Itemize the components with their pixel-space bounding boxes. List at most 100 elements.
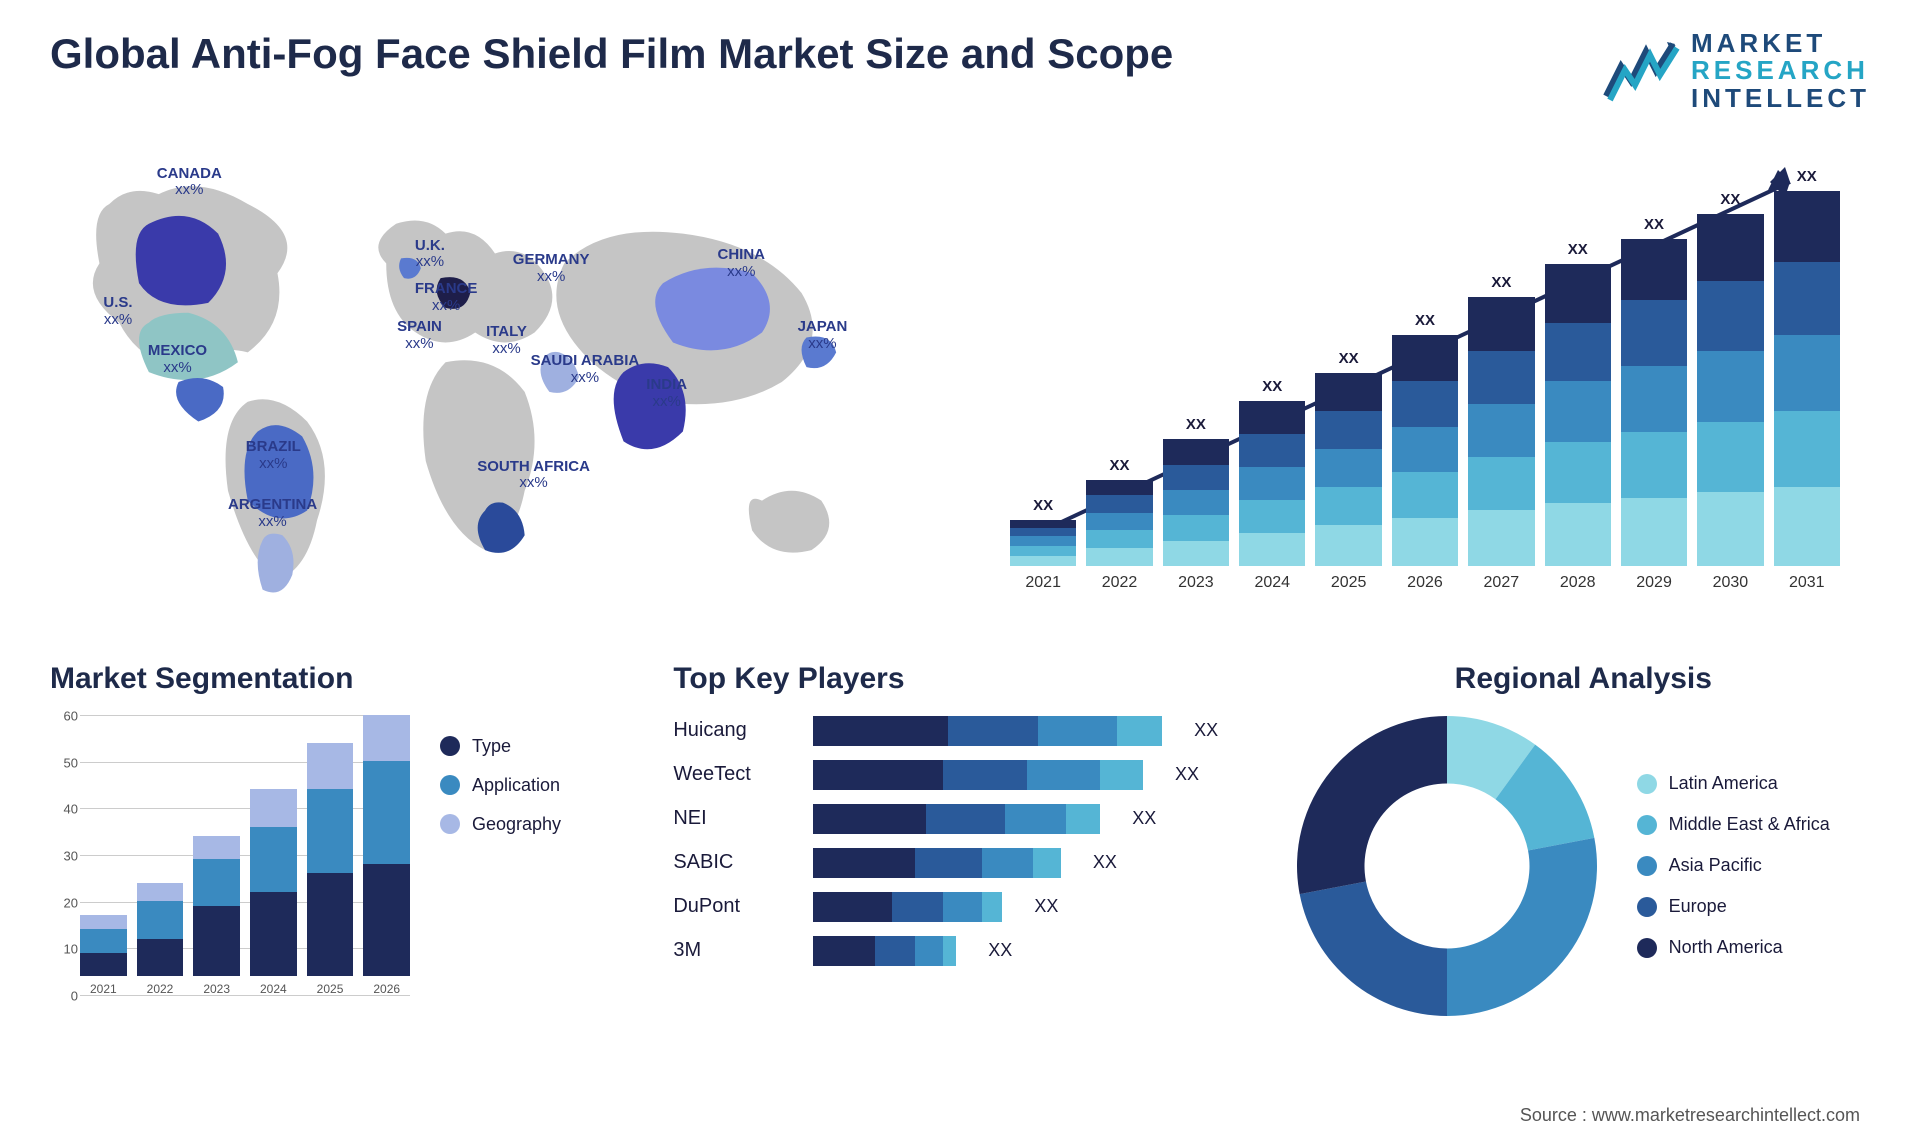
growth-bar-year: 2031 (1789, 574, 1825, 592)
top-row: CANADAxx% U.S.xx% MEXICOxx% BRAZILxx% ARGENT… (50, 142, 1870, 622)
seg-ytick: 10 (64, 942, 78, 957)
key-player-name: 3M (673, 939, 793, 962)
seg-bar: 2026 (363, 715, 410, 996)
logo-line1: MARKET (1691, 30, 1870, 57)
seg-legend-item: Application (440, 775, 561, 796)
seg-ytick: 60 (64, 708, 78, 723)
growth-chart: XX2021XX2022XX2023XX2024XX2025XX2026XX20… (980, 142, 1870, 622)
segmentation-panel: Market Segmentation 01020304050602021202… (50, 662, 623, 1016)
growth-bar: XX 2027 (1468, 274, 1534, 592)
logo-text: MARKET RESEARCH INTELLECT (1691, 30, 1870, 112)
logo-icon (1601, 36, 1681, 106)
growth-bar: XX 2031 (1774, 168, 1840, 592)
brand-logo: MARKET RESEARCH INTELLECT (1601, 30, 1870, 112)
growth-bar: XX2025 (1315, 350, 1381, 592)
segmentation-chart: 0102030405060202120222023202420252026 (50, 716, 410, 1016)
donut-segment (1447, 838, 1597, 1016)
key-player-value: XX (1093, 852, 1117, 873)
growth-bar-year: 2027 (1484, 574, 1520, 592)
growth-bar: XX2023 (1163, 416, 1229, 592)
key-player-name: NEI (673, 807, 793, 830)
map-label: U.K.xx% (415, 238, 445, 271)
regional-legend-item: Asia Pacific (1637, 855, 1830, 876)
growth-bar-value: XX (1720, 191, 1740, 208)
growth-bar-value: XX (1797, 168, 1817, 185)
segmentation-title: Market Segmentation (50, 662, 623, 696)
map-label: ARGENTINAxx% (228, 497, 317, 530)
seg-bar: 2021 (80, 915, 127, 996)
logo-line3: INTELLECT (1691, 85, 1870, 112)
map-label: FRANCExx% (415, 281, 478, 314)
regional-donut (1297, 716, 1597, 1016)
donut-segment (1297, 716, 1447, 894)
growth-bar-value: XX (1033, 497, 1053, 514)
map-label: INDIAxx% (646, 377, 687, 410)
seg-bar-year: 2026 (373, 982, 400, 996)
growth-bar: XX 2029 (1621, 216, 1687, 592)
growth-bar-year: 2023 (1178, 574, 1214, 592)
growth-bar: XX2026 (1392, 312, 1458, 592)
seg-bar-year: 2022 (147, 982, 174, 996)
map-label: MEXICOxx% (148, 343, 207, 376)
regional-legend-item: Latin America (1637, 773, 1830, 794)
logo-line2: RESEARCH (1691, 57, 1870, 84)
key-player-name: Huicang (673, 719, 793, 742)
growth-bar: XX2021 (1010, 497, 1076, 592)
growth-bar-year: 2022 (1102, 574, 1138, 592)
growth-bar-value: XX (1110, 457, 1130, 474)
growth-bar: XX 2028 (1545, 241, 1611, 591)
bottom-row: Market Segmentation 01020304050602021202… (50, 662, 1870, 1016)
regional-legend-item: Europe (1637, 896, 1830, 917)
header: Global Anti-Fog Face Shield Film Market … (50, 30, 1870, 112)
key-player-name: DuPont (673, 895, 793, 918)
growth-bar-year: 2028 (1560, 574, 1596, 592)
key-player-name: WeeTect (673, 763, 793, 786)
growth-bar-year: 2029 (1636, 574, 1672, 592)
growth-bar: XX 2024 (1239, 378, 1305, 592)
key-players-panel: Top Key Players HuicangXXWeeTectXXNEIXXS… (673, 662, 1246, 1016)
map-label: ITALYxx% (486, 324, 527, 357)
seg-bar-year: 2023 (203, 982, 230, 996)
growth-bar: XX 2022 (1086, 457, 1152, 592)
growth-bar-year: 2024 (1254, 574, 1290, 592)
key-player-row: DuPont XX (673, 892, 1246, 922)
source-text: Source : www.marketresearchintellect.com (1520, 1105, 1860, 1126)
seg-ytick: 40 (64, 802, 78, 817)
growth-bar-value: XX (1339, 350, 1359, 367)
seg-bar-year: 2021 (90, 982, 117, 996)
map-label: SOUTH AFRICAxx% (477, 459, 590, 492)
seg-legend-item: Geography (440, 814, 561, 835)
key-player-name: SABIC (673, 851, 793, 874)
growth-bar-value: XX (1491, 274, 1511, 291)
key-player-value: XX (1034, 896, 1058, 917)
world-map-svg (50, 142, 940, 622)
regional-legend-item: North America (1637, 937, 1830, 958)
seg-ytick: 30 (64, 848, 78, 863)
key-player-value: XX (988, 940, 1012, 961)
regional-legend: Latin America Middle East & Africa Asia Pa… (1637, 773, 1830, 958)
segmentation-legend: Type Application Geography (440, 736, 561, 1016)
seg-bar-year: 2025 (317, 982, 344, 996)
map-label: U.S.xx% (103, 295, 132, 328)
key-player-value: XX (1194, 720, 1218, 741)
map-label: SPAINxx% (397, 319, 442, 352)
seg-legend-item: Type (440, 736, 561, 757)
growth-bar: XX 2030 (1697, 191, 1763, 592)
map-label: BRAZILxx% (246, 439, 301, 472)
map-label: CANADAxx% (157, 166, 222, 199)
growth-bar-value: XX (1644, 216, 1664, 233)
map-label: GERMANYxx% (513, 252, 590, 285)
growth-bar-value: XX (1262, 378, 1282, 395)
key-player-value: XX (1132, 808, 1156, 829)
map-label: CHINAxx% (718, 247, 766, 280)
key-player-row: NEI XX (673, 804, 1246, 834)
regional-legend-item: Middle East & Africa (1637, 814, 1830, 835)
growth-bar-value: XX (1568, 241, 1588, 258)
regional-title: Regional Analysis (1297, 662, 1870, 696)
growth-bar-year: 2030 (1713, 574, 1749, 592)
regional-panel: Regional Analysis Latin America Middle Ea… (1297, 662, 1870, 1016)
key-player-row: Huicang XX (673, 716, 1246, 746)
map-label: JAPANxx% (798, 319, 848, 352)
world-map-panel: CANADAxx% U.S.xx% MEXICOxx% BRAZILxx% ARGENT… (50, 142, 940, 622)
key-player-row: 3M XX (673, 936, 1246, 966)
